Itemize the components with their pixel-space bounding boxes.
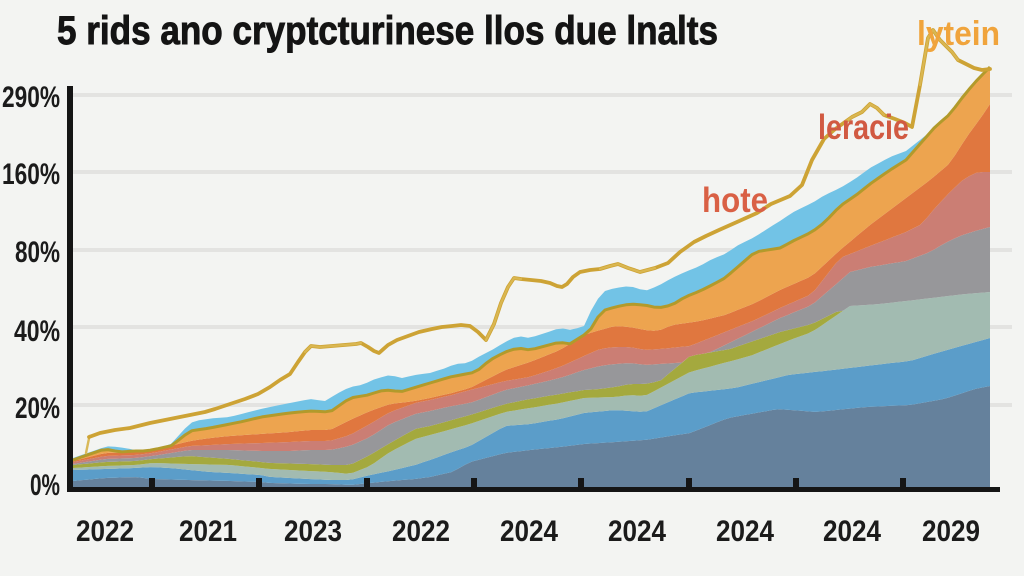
svg-text:2024: 2024 [823, 515, 882, 548]
svg-text:2024: 2024 [500, 515, 559, 548]
svg-text:2024: 2024 [716, 515, 775, 548]
svg-text:2023: 2023 [284, 515, 342, 548]
svg-text:2022: 2022 [76, 515, 134, 548]
svg-text:2029: 2029 [922, 515, 980, 548]
svg-text:40%: 40% [14, 315, 60, 348]
svg-text:hote: hote [702, 181, 768, 220]
svg-text:5 rids ano cryptcturinese llos: 5 rids ano cryptcturinese llos due lnalt… [57, 9, 718, 53]
svg-text:2024: 2024 [608, 515, 667, 548]
svg-text:leracie: leracie [818, 108, 909, 147]
svg-text:2021: 2021 [179, 515, 237, 548]
svg-text:160%: 160% [2, 158, 60, 191]
svg-text:80%: 80% [15, 236, 60, 269]
svg-text:lytein: lytein [917, 15, 1000, 53]
svg-text:290%: 290% [2, 81, 60, 114]
svg-text:0%: 0% [30, 469, 60, 502]
svg-text:20%: 20% [15, 392, 60, 425]
svg-text:2022: 2022 [392, 515, 450, 548]
